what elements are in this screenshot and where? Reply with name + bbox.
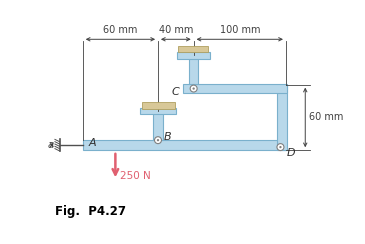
Bar	[153, 111, 163, 140]
Bar	[189, 55, 198, 84]
Circle shape	[192, 87, 195, 90]
Bar	[277, 85, 287, 150]
Text: 60 mm: 60 mm	[309, 112, 343, 122]
Text: C: C	[171, 87, 179, 97]
Circle shape	[154, 137, 161, 144]
Bar	[83, 140, 286, 150]
Text: 60 mm: 60 mm	[103, 25, 138, 35]
Text: 100 mm: 100 mm	[219, 25, 260, 35]
Text: 40 mm: 40 mm	[159, 25, 193, 35]
Circle shape	[279, 146, 282, 148]
Circle shape	[277, 144, 284, 151]
Circle shape	[190, 85, 197, 92]
Bar	[140, 108, 176, 114]
Text: Fig.  P4.27: Fig. P4.27	[55, 205, 126, 218]
Text: A: A	[88, 138, 96, 148]
Bar	[183, 84, 287, 93]
Text: a: a	[48, 140, 54, 150]
Bar	[142, 102, 175, 109]
Text: B: B	[164, 132, 172, 142]
Bar	[177, 52, 210, 59]
Text: D: D	[287, 148, 295, 158]
Text: 250 N: 250 N	[120, 171, 151, 181]
Bar	[178, 46, 208, 52]
Circle shape	[157, 139, 159, 141]
